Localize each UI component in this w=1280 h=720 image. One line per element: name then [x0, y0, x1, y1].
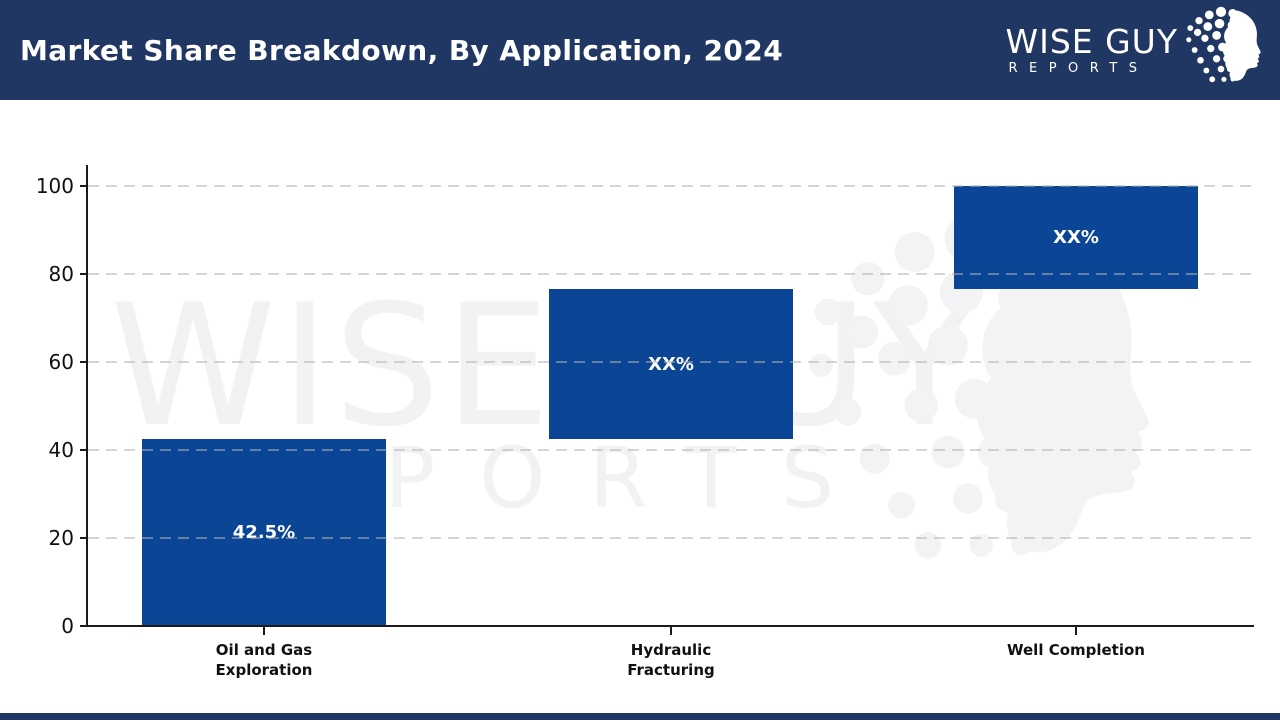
gridline-100 — [88, 185, 1254, 187]
gridline-20 — [88, 537, 1254, 539]
logo-wordmark: WISE GUY — [1005, 22, 1178, 61]
y-axis-label-80: 80 — [48, 262, 74, 286]
x-tick-3 — [1075, 627, 1077, 635]
logo-subtitle: REPORTS — [1008, 61, 1149, 76]
bar-value-label: XX% — [648, 353, 694, 375]
y-axis-label-100: 100 — [35, 174, 74, 198]
x-axis-label-well-completion: Well Completion — [1007, 641, 1145, 659]
y-tick-80 — [80, 273, 88, 275]
gridline-80 — [88, 273, 1254, 275]
bar-value-label: 42.5% — [232, 522, 296, 543]
page-title: Market Share Breakdown, By Application, … — [20, 33, 784, 67]
gridline-60 — [88, 361, 1254, 363]
y-tick-40 — [80, 449, 88, 451]
x-tick-2 — [670, 627, 672, 635]
dotted-face-icon — [1186, 6, 1261, 83]
y-axis-label-60: 60 — [48, 350, 74, 374]
x-axis-label-hydraulic-fracturing: Hydraulic Fracturing — [627, 641, 715, 679]
x-axis-line — [86, 625, 1254, 627]
bar-oil-and-gas-exploration: 42.5% — [142, 439, 386, 626]
header: Market Share Breakdown, By Application, … — [0, 0, 1280, 100]
y-tick-0 — [80, 625, 88, 627]
footer-bar — [0, 713, 1280, 720]
x-axis-label-oil-and-gas-exploration: Oil and Gas Exploration — [215, 641, 313, 679]
gridline-40 — [88, 449, 1254, 451]
y-axis-label-20: 20 — [48, 526, 74, 550]
y-axis-label-0: 0 — [61, 614, 74, 638]
y-tick-20 — [80, 537, 88, 539]
x-tick-1 — [263, 627, 265, 635]
y-axis-spine — [86, 165, 88, 627]
y-axis-label-40: 40 — [48, 438, 74, 462]
y-tick-60 — [80, 361, 88, 363]
bar-hydraulic-fracturing: XX% — [549, 289, 793, 439]
y-tick-100 — [80, 185, 88, 187]
wise-guy-reports-logo: WISE GUY REPORTS — [1005, 6, 1262, 94]
